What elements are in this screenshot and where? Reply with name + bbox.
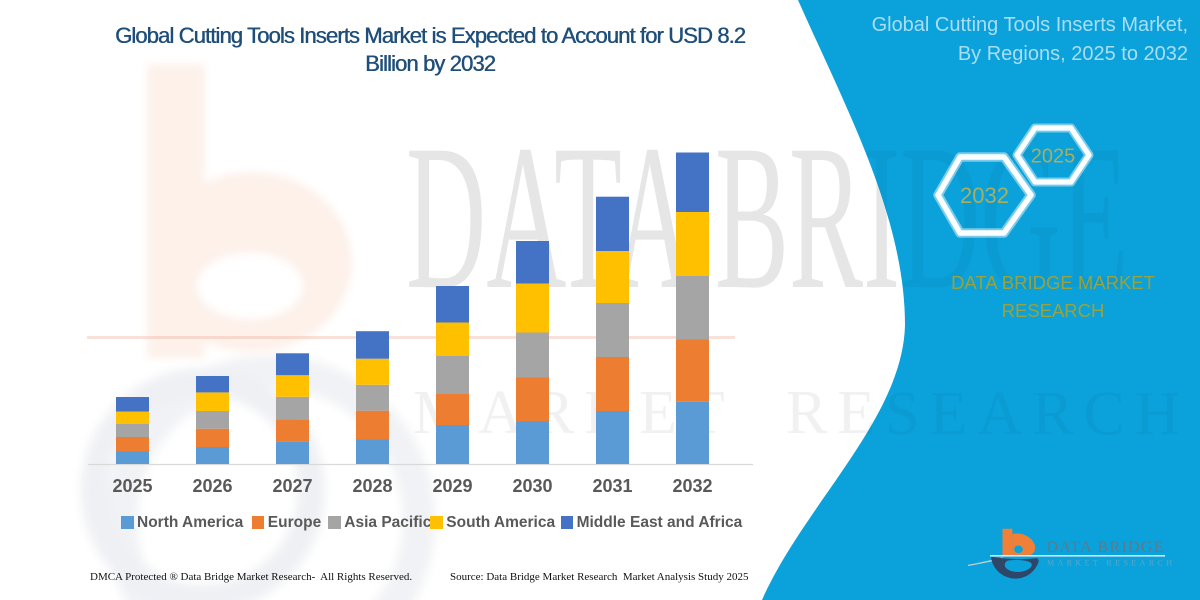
svg-text:2025: 2025: [1031, 146, 1076, 168]
svg-text:MARKET RESEARCH: MARKET RESEARCH: [1047, 559, 1175, 568]
svg-text:DATA BRIDGE: DATA BRIDGE: [1047, 539, 1165, 556]
svg-text:2032: 2032: [960, 183, 1009, 208]
